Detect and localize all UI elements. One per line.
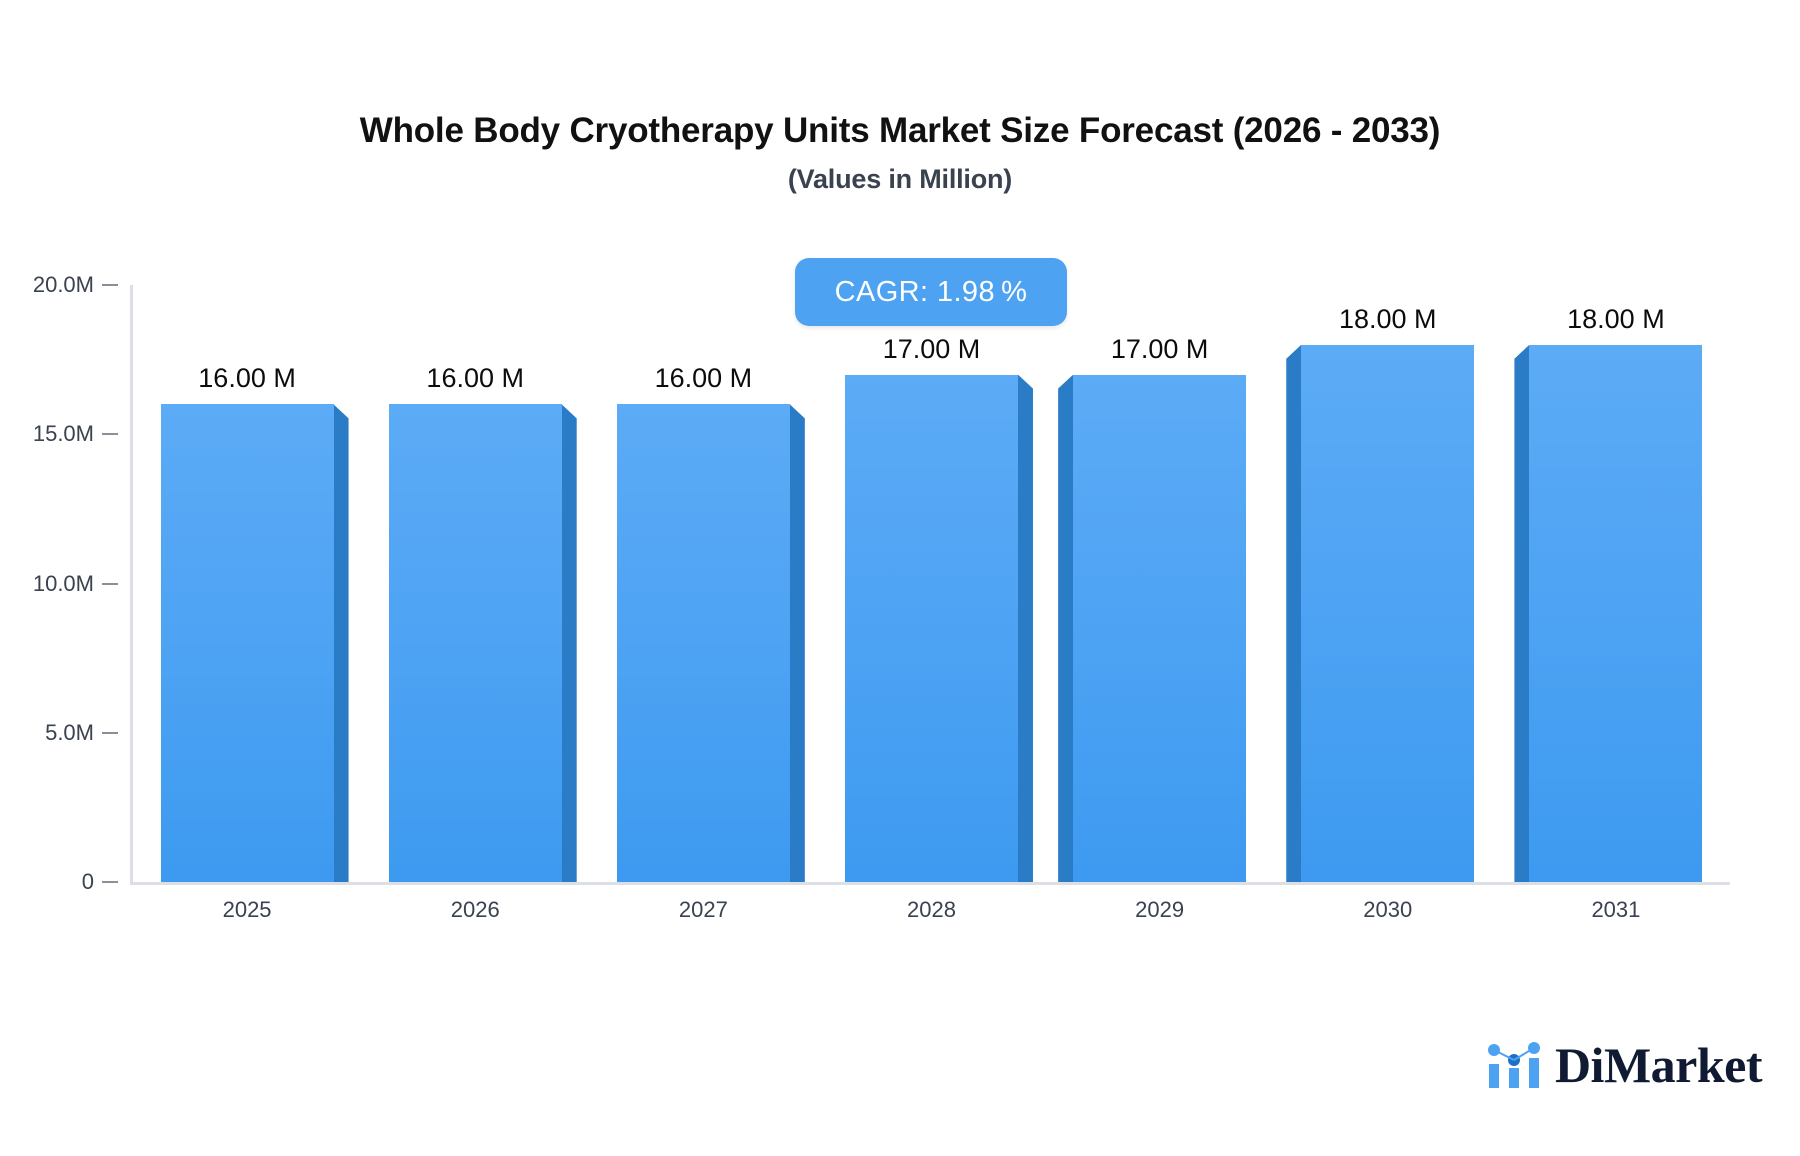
y-axis-tick-label: 15.0M: [32, 421, 94, 447]
x-axis-tick-label: 2031: [1591, 897, 1641, 922]
title-block: Whole Body Cryotherapy Units Market Size…: [0, 110, 1800, 195]
bar[interactable]: 16.00 M: [160, 363, 349, 882]
x-axis-tick: 2025: [133, 897, 361, 923]
x-axis-tick-label: 2026: [450, 897, 500, 922]
y-axis-tick-mark: [102, 731, 118, 734]
bar-slot: 18.00 M: [1502, 285, 1730, 882]
bar-chart-icon: [1487, 1042, 1540, 1088]
bar-side-face: [1058, 374, 1074, 882]
page-subtitle: (Values in Million): [787, 164, 1013, 194]
x-axis-tick-label: 2030: [1363, 897, 1413, 922]
y-axis-tick-mark: [102, 881, 118, 883]
y-axis: 20.0M 15.0M 10.0M 5.0M 0: [0, 272, 130, 905]
bar[interactable]: 17.00 M: [1058, 334, 1247, 882]
x-axis-tick-label: 2027: [678, 897, 728, 922]
plot-area: 20.0M 15.0M 10.0M 5.0M 0 16.00 M 16.00 M 16.00…: [0, 272, 1800, 922]
x-axis-line: [130, 882, 1730, 885]
bar-value-label: 18.00 M: [1338, 303, 1437, 334]
bar[interactable]: 18.00 M: [1514, 304, 1703, 882]
bar-slot: 16.00 M: [589, 285, 817, 882]
bar-slot: 16.00 M: [133, 285, 361, 882]
cagr-badge-label: CAGR: 1.98 %: [834, 275, 1028, 308]
dimarket-logo: DiMarket: [1487, 1037, 1763, 1093]
y-axis-tick-mark: [102, 582, 118, 585]
bar-side-face: [789, 404, 805, 882]
bar-side-face: [561, 404, 577, 882]
bar[interactable]: 17.00 M: [844, 334, 1033, 882]
bar-front-face: [160, 404, 334, 882]
bar-side-face: [1286, 344, 1302, 882]
y-axis-tick-label: 0: [81, 869, 94, 894]
bar-front-face: [616, 404, 790, 882]
bar[interactable]: 16.00 M: [616, 363, 805, 882]
bar-front-face: [388, 404, 562, 882]
bar-value-label: 17.00 M: [1110, 333, 1209, 364]
y-axis-tick-label: 20.0M: [32, 272, 94, 297]
bar-front-face: [1073, 374, 1247, 882]
y-axis-tick-mark: [102, 284, 118, 286]
x-axis-tick: 2030: [1274, 897, 1502, 923]
bar-front-face: [844, 374, 1018, 882]
bar-value-label: 18.00 M: [1567, 303, 1665, 334]
y-axis-tick-label: 10.0M: [32, 570, 94, 596]
bar-value-label: 17.00 M: [882, 333, 981, 364]
x-axis-tick: 2027: [589, 897, 817, 923]
bar[interactable]: 18.00 M: [1286, 304, 1475, 882]
x-axis-tick-label: 2025: [222, 897, 272, 922]
bar-value-label: 16.00 M: [654, 363, 753, 394]
bar-value-label: 16.00 M: [426, 363, 524, 394]
y-axis-line: [130, 285, 133, 882]
bar-series: 16.00 M 16.00 M 16.00 M 17.00 M 17.00 M 18.00…: [133, 285, 1730, 882]
y-axis-tick-label: 5.0M: [45, 719, 94, 745]
bar-side-face: [1017, 374, 1033, 882]
bar-value-label: 16.00 M: [198, 363, 296, 394]
bar-slot: 18.00 M: [1274, 285, 1502, 882]
y-axis-tick-mark: [102, 433, 118, 436]
x-axis-tick-label: 2029: [1135, 897, 1185, 922]
logo-wordmark: DiMarket: [1554, 1037, 1763, 1093]
bar-slot: 17.00 M: [1046, 285, 1274, 882]
x-axis-tick: 2029: [1046, 897, 1274, 923]
bar-front-face: [1301, 344, 1475, 882]
x-axis-tick: 2026: [361, 897, 589, 923]
x-axis-tick: 2031: [1502, 897, 1730, 923]
bar-front-face: [1529, 344, 1703, 882]
bar-slot: 16.00 M: [361, 285, 589, 882]
x-axis: 2025 2026 2027 2028 2029 2030 2031: [133, 897, 1730, 923]
x-axis-tick: 2028: [817, 897, 1045, 923]
bar-side-face: [333, 404, 349, 882]
page-title: Whole Body Cryotherapy Units Market Size…: [359, 111, 1441, 150]
bar-side-face: [1514, 344, 1530, 882]
cagr-badge: CAGR: 1.98 %: [795, 258, 1067, 326]
bar[interactable]: 16.00 M: [388, 363, 577, 882]
x-axis-tick-label: 2028: [907, 897, 956, 922]
bar-slot: 17.00 M: [817, 285, 1045, 882]
